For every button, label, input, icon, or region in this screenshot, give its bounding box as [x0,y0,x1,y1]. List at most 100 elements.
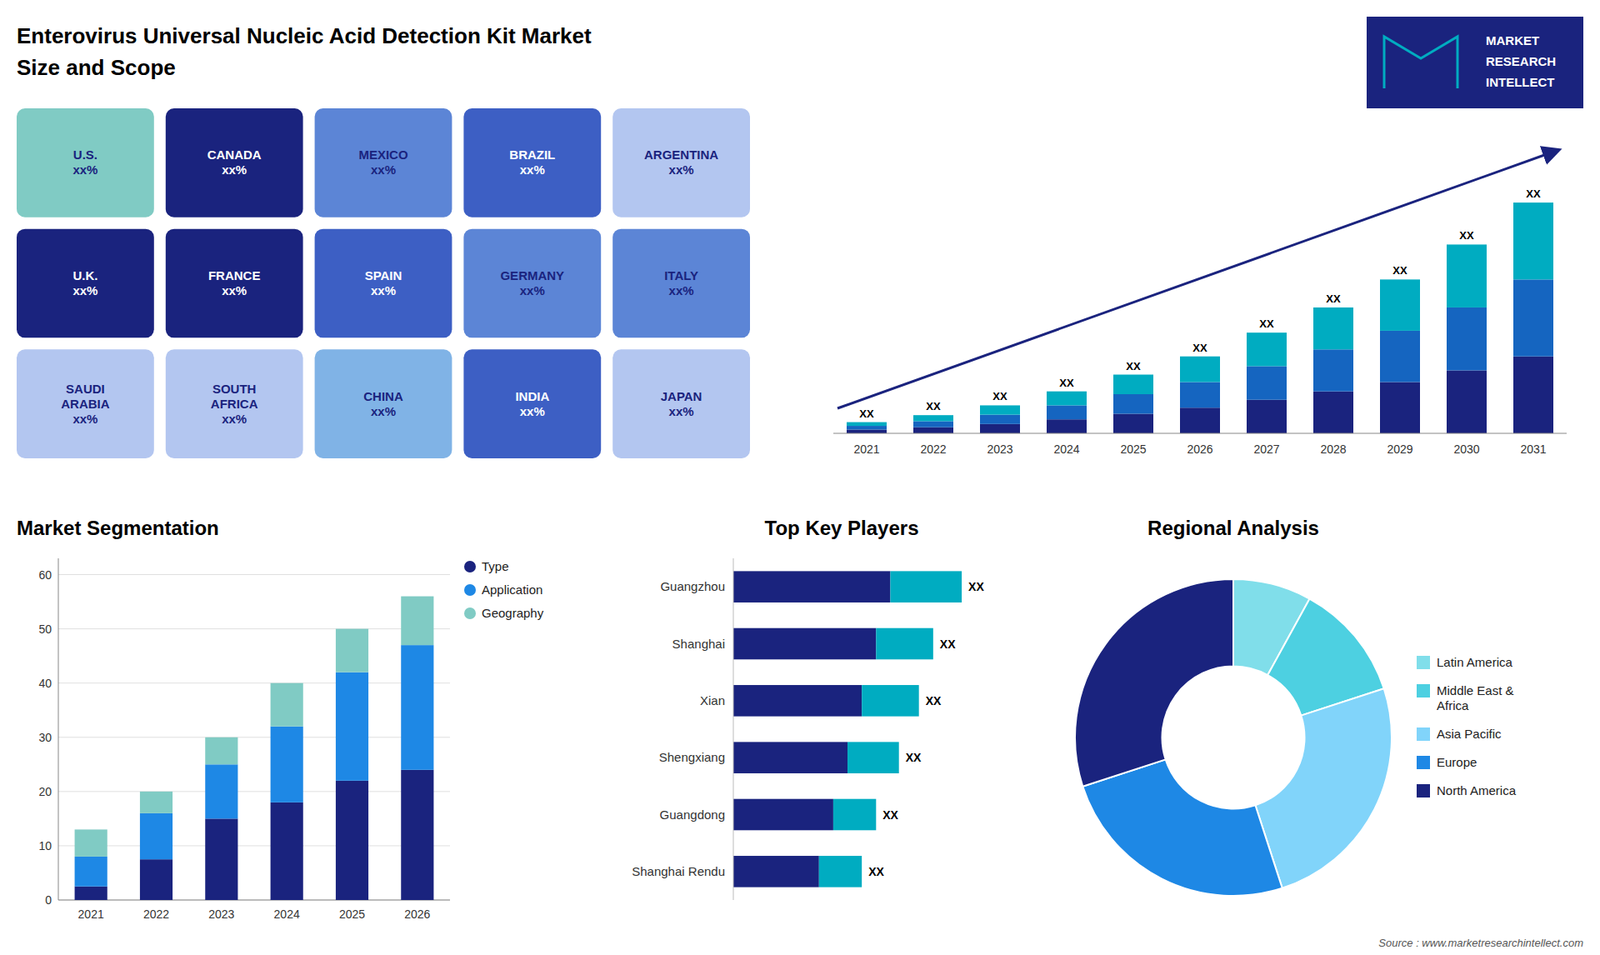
x-axis [833,433,1567,435]
bar-segment [913,427,954,434]
y-tick-label: Guangzhou [660,579,725,594]
grid-line [58,736,450,738]
bar-segment [913,420,954,427]
bar-segment [913,415,954,421]
x-tick-label: 2022 [143,907,170,921]
country-label: CANADAxx% [207,147,262,177]
grid-line [58,790,450,792]
country-label: SOUTHAFRICAxx% [210,381,259,426]
bar-segment [75,886,108,900]
bar-segment [1113,414,1154,434]
subtitle: Size and Scope [16,55,176,80]
bar-segment [140,859,173,900]
x-tick-label: 2023 [208,907,235,921]
y-tick-label: 20 [38,785,52,799]
logo-box [1366,16,1584,109]
y-tick-label: 60 [38,568,52,582]
country-label: JAPANxx% [660,389,703,419]
y-tick-label: 10 [38,839,52,853]
panel-title: Top Key Players [765,516,920,540]
bar-segment [75,856,108,887]
bar-label: XX [992,390,1008,403]
legend-swatch [1416,755,1430,770]
panel-title: Regional Analysis [1147,516,1320,540]
bar-segment [819,855,862,888]
x-tick-label: 2031 [1520,442,1546,456]
country-label: BRAZILxx% [509,147,555,177]
country-label: SAUDIARABIAxx% [60,381,110,426]
country-tile [463,229,601,339]
country-label: FRANCExx% [208,268,261,298]
bar-segment [875,628,934,660]
bar-segment [1180,356,1220,383]
players-chart: Top Key PlayersXXGuangzhouXXShanghaiXXXi… [631,516,985,900]
bar-segment [1446,370,1487,434]
legend-swatch [464,560,476,573]
bar-segment [1513,356,1554,434]
legend-label: Middle East &Africa [1436,683,1515,713]
grid-line [58,574,450,575]
x-tick-label: 2023 [986,442,1013,456]
x-tick-label: 2026 [1186,442,1213,456]
country-tile [16,229,155,339]
y-axis [58,558,60,900]
x-tick-label: 2030 [1453,442,1480,456]
bar-segment [733,570,890,603]
x-tick-label: 2024 [274,907,300,921]
grid-line [58,682,450,684]
country-tile [16,108,155,218]
y-tick-label: 0 [45,893,52,907]
bar-segment [1380,279,1420,331]
country-label: U.S.xx% [72,147,98,177]
title: Enterovirus Universal Nucleic Acid Detec… [16,23,592,49]
y-tick-label: Shengxiang [659,750,725,765]
y-axis [733,558,735,900]
bar-segment [980,415,1020,425]
legend-label: Asia Pacific [1436,726,1502,741]
bar-segment [846,430,887,434]
country-tile [165,229,304,339]
y-tick-label: Shanghai Rendu [631,864,725,879]
x-tick-label: 2027 [1253,442,1280,456]
country-tile [315,108,453,218]
x-tick-label: 2025 [1120,442,1146,456]
donut-slice [1255,688,1392,888]
bar-label: XX [868,865,885,879]
y-tick-label: 50 [38,622,52,636]
bar-segment [890,570,962,603]
bar-segment [400,645,434,770]
bar-label: XX [968,580,985,594]
bar-segment [846,422,887,426]
legend-swatch [1416,684,1430,698]
bar-label: XX [925,694,942,708]
bar-segment [1313,349,1354,391]
bar-segment [1380,330,1420,383]
bar-label: XX [940,637,956,651]
grid-line [58,845,450,846]
logo-mark [1384,36,1458,89]
bar-segment [1180,407,1220,434]
x-tick-label: 2021 [853,442,880,456]
bar-segment [733,685,862,717]
country-tile [315,349,453,459]
bar-segment [846,425,887,430]
trend-arrow [837,150,1559,409]
bar-segment [847,741,900,774]
bar-segment [335,780,369,900]
country-label: MEXICOxx% [358,147,409,177]
bar-segment [733,628,876,660]
map-panel: Enterovirus Universal Nucleic Acid Detec… [16,23,750,459]
x-tick-label: 2026 [404,907,430,921]
bar-label: XX [1325,292,1341,305]
bar-segment [1113,394,1154,414]
bar-segment [1246,400,1287,434]
bar-label: XX [1125,360,1141,373]
x-tick-label: 2021 [78,907,105,921]
bar-segment [980,424,1020,434]
grid-line [58,628,450,630]
bar-segment [75,829,108,857]
country-label: ARGENTINAxx% [644,147,719,177]
logo-text: INTELLECT [1485,75,1555,90]
bar-label: XX [1392,264,1408,277]
bar-segment [270,726,304,803]
